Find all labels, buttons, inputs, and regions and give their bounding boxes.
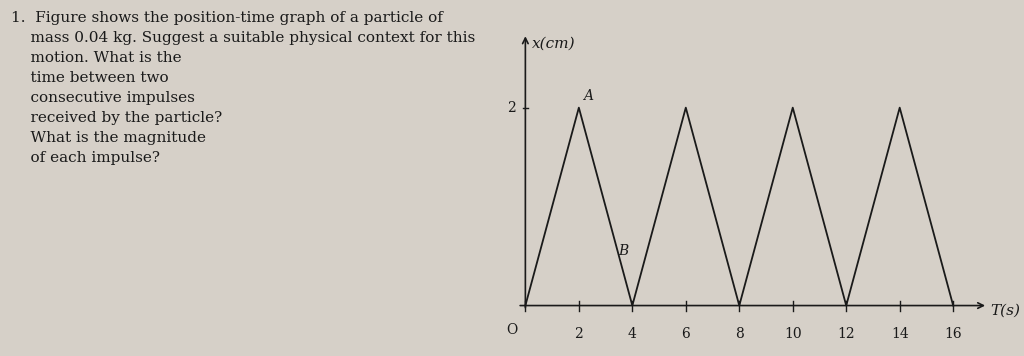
Text: 8: 8 (735, 327, 743, 341)
Text: 6: 6 (681, 327, 690, 341)
Text: 4: 4 (628, 327, 637, 341)
Text: 2: 2 (507, 101, 516, 115)
Text: x(cm): x(cm) (532, 36, 575, 51)
Text: B: B (618, 244, 629, 258)
Text: O: O (506, 323, 517, 337)
Text: T(s): T(s) (990, 304, 1021, 318)
Text: A: A (583, 89, 593, 103)
Text: 12: 12 (838, 327, 855, 341)
Text: 16: 16 (944, 327, 962, 341)
Text: 1.  Figure shows the position-time graph of a particle of
    mass 0.04 kg. Sugg: 1. Figure shows the position-time graph … (10, 11, 475, 165)
Text: 10: 10 (784, 327, 802, 341)
Text: 2: 2 (574, 327, 584, 341)
Text: 14: 14 (891, 327, 908, 341)
